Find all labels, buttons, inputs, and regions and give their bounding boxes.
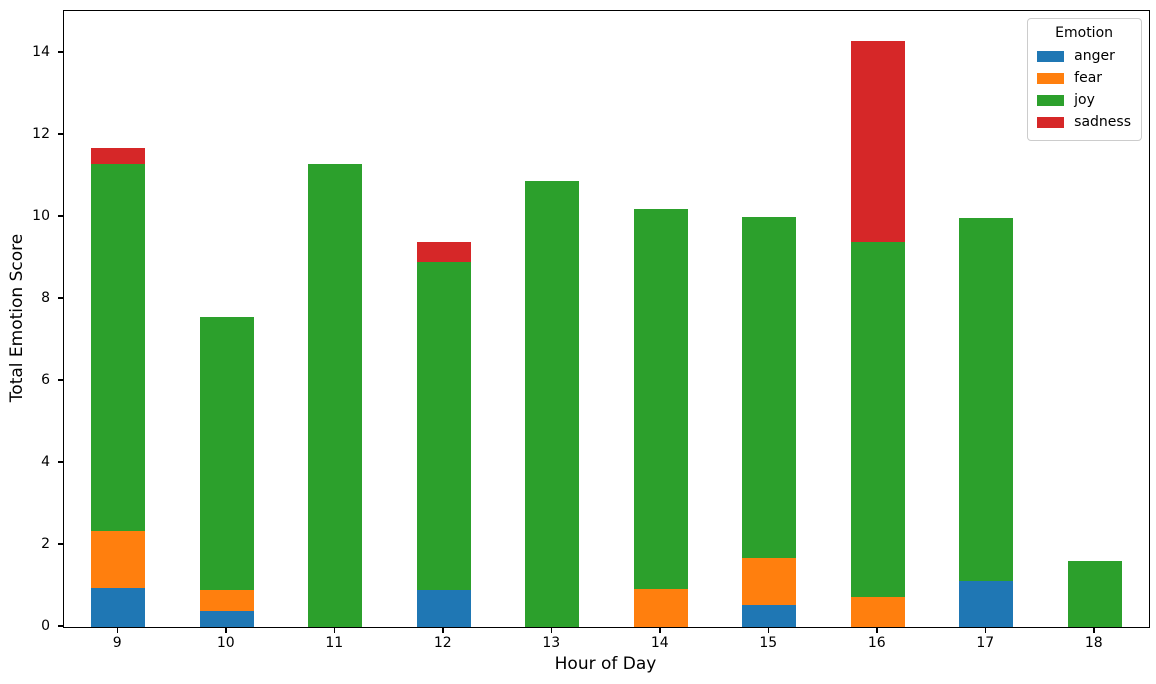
legend-label-anger: anger — [1074, 48, 1115, 64]
y-tick-label-10: 10 — [32, 207, 50, 224]
y-tick-10 — [58, 215, 63, 217]
bar-16-sadness — [850, 41, 905, 243]
bar-9-anger — [91, 588, 146, 627]
y-tick-label-12: 12 — [32, 125, 50, 142]
bar-14-fear — [633, 589, 688, 627]
x-tick-18 — [1093, 627, 1095, 633]
x-tick-label-9: 9 — [112, 635, 122, 651]
bar-13-joy — [525, 181, 580, 627]
legend-swatch-anger — [1037, 50, 1065, 62]
y-tick-label-0: 0 — [41, 618, 50, 634]
bar-10-joy — [199, 317, 254, 591]
bar-10-anger — [199, 611, 254, 627]
bar-12-joy — [416, 262, 471, 591]
legend-swatch-joy — [1037, 94, 1065, 106]
legend-item-anger: anger — [1037, 45, 1131, 67]
bar-16-fear — [850, 597, 905, 627]
x-tick-label-13: 13 — [542, 635, 561, 651]
y-tick-0 — [58, 625, 63, 627]
legend-title: Emotion — [1055, 25, 1114, 41]
y-tick-label-14: 14 — [32, 43, 50, 60]
x-tick-9 — [116, 627, 118, 633]
x-tick-label-12: 12 — [433, 635, 452, 651]
bar-14-joy — [633, 208, 688, 590]
x-tick-12 — [442, 627, 444, 633]
legend-label-fear: fear — [1074, 70, 1103, 86]
x-tick-label-11: 11 — [325, 635, 344, 651]
legend-swatch-fear — [1037, 72, 1065, 84]
x-tick-11 — [333, 627, 335, 633]
x-axis-label: Hour of Day — [554, 654, 657, 674]
x-tick-10 — [225, 627, 227, 633]
y-tick-label-4: 4 — [41, 453, 50, 470]
bar-11-joy — [308, 163, 363, 627]
bar-9-joy — [91, 163, 146, 531]
x-tick-label-16: 16 — [867, 635, 886, 651]
bar-15-fear — [742, 558, 797, 606]
y-tick-label-6: 6 — [41, 371, 50, 388]
x-tick-16 — [876, 627, 878, 633]
legend-item-joy: joy — [1037, 89, 1131, 111]
bar-12-sadness — [416, 241, 471, 262]
legend-item-fear: fear — [1037, 67, 1131, 89]
x-tick-label-18: 18 — [1084, 635, 1103, 651]
x-tick-14 — [659, 627, 661, 633]
bar-17-joy — [959, 217, 1014, 582]
bar-12-anger — [416, 590, 471, 627]
legend-label-joy: joy — [1074, 92, 1095, 108]
bar-9-sadness — [91, 148, 146, 164]
bar-16-joy — [850, 242, 905, 598]
y-tick-8 — [58, 297, 63, 299]
y-tick-12 — [58, 133, 63, 135]
x-tick-15 — [767, 627, 769, 633]
x-tick-17 — [984, 627, 986, 633]
x-tick-13 — [550, 627, 552, 633]
legend-swatch-sadness — [1037, 116, 1065, 128]
y-tick-4 — [58, 461, 63, 463]
legend: Emotion anger fear joy sadness — [1027, 18, 1142, 141]
legend-items: anger fear joy sadness — [1037, 45, 1131, 133]
x-tick-label-15: 15 — [759, 635, 778, 651]
bar-15-joy — [742, 216, 797, 559]
y-tick-2 — [58, 543, 63, 545]
bar-15-anger — [742, 605, 797, 627]
y-tick-6 — [58, 379, 63, 381]
y-tick-label-8: 8 — [41, 289, 50, 306]
plot-area: Emotion anger fear joy sadness — [63, 10, 1150, 628]
x-tick-label-10: 10 — [216, 635, 235, 651]
bar-17-anger — [959, 581, 1014, 627]
legend-label-sadness: sadness — [1074, 114, 1131, 130]
bar-18-joy — [1067, 560, 1122, 627]
bar-9-fear — [91, 530, 146, 589]
bar-10-fear — [199, 590, 254, 612]
x-tick-label-17: 17 — [976, 635, 995, 651]
x-tick-label-14: 14 — [650, 635, 669, 651]
legend-item-sadness: sadness — [1037, 111, 1131, 133]
y-tick-14 — [58, 51, 63, 53]
y-tick-label-2: 2 — [41, 535, 50, 552]
